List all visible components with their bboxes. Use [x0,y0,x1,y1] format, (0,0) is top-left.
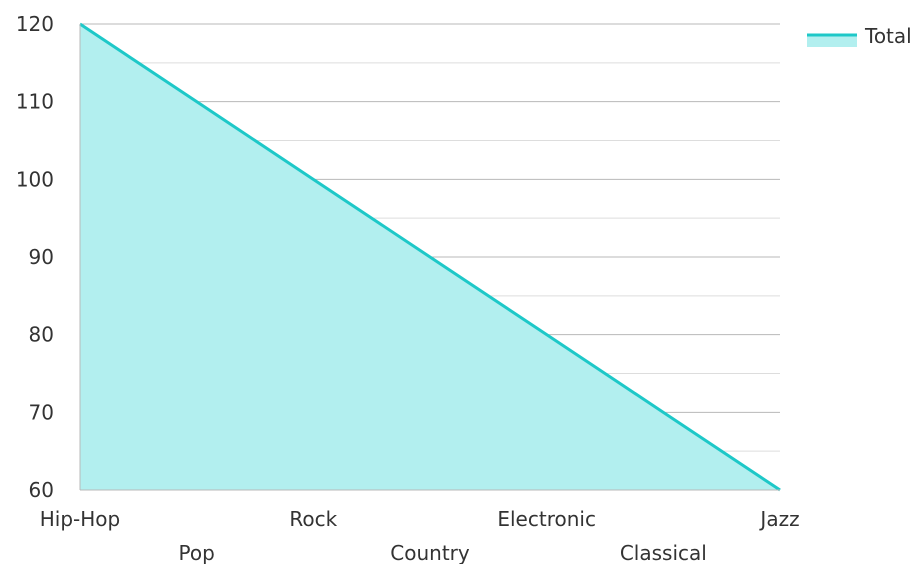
x-tick-label: Classical [620,541,707,564]
y-tick-label: 120 [16,12,54,36]
x-tick-label: Jazz [758,507,799,531]
axes [79,24,780,491]
series-line-total [79,22,781,492]
plot-area [79,22,781,492]
legend-label-total: Total [864,24,912,48]
x-tick-label: Rock [289,507,337,531]
y-tick-label: 70 [29,400,54,424]
x-tick-label: Electronic [497,507,596,531]
y-tick-label: 90 [29,245,54,269]
y-tick-label: 60 [29,478,54,502]
legend: Total [807,24,912,48]
x-tick-label: Pop [179,541,215,564]
y-tick-label: 100 [16,167,54,191]
y-tick-label: 110 [16,90,54,114]
x-tick-label: Country [390,541,470,564]
x-tick-label: Hip-Hop [40,507,120,531]
legend-swatch-fill [807,35,857,47]
y-tick-label: 80 [29,323,54,347]
x-axis-ticks: Hip-Hop Pop Rock Country Electronic Classical… [40,507,800,564]
y-axis-ticks: 60 70 80 90 100 110 120 [16,12,54,502]
